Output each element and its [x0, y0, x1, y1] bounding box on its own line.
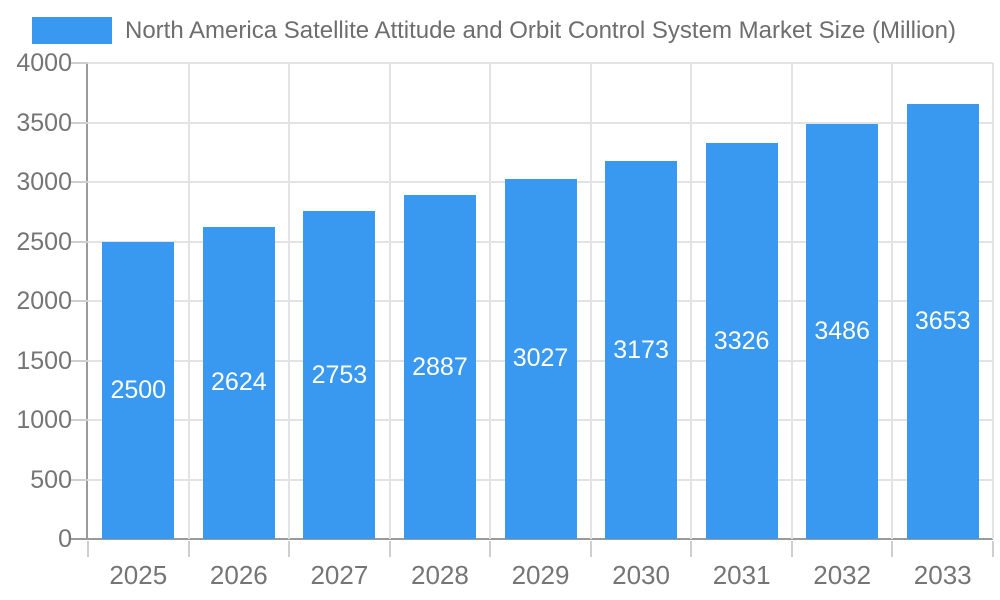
- gridline-vertical: [589, 63, 592, 539]
- bar-value-label: 3326: [713, 326, 770, 355]
- bar-2029[interactable]: 3027: [504, 178, 577, 539]
- x-axis-tick-label: 2031: [712, 560, 771, 590]
- x-axis-tick-label: 2027: [310, 560, 369, 590]
- y-axis-tick: [70, 359, 88, 362]
- x-axis-tick: [891, 541, 894, 557]
- x-axis-tick: [288, 541, 291, 557]
- gridline-vertical: [891, 63, 894, 539]
- y-axis-tick: [70, 478, 88, 481]
- bar-2032[interactable]: 3486: [806, 124, 879, 539]
- gridline-vertical: [790, 63, 793, 539]
- x-axis-tick: [690, 541, 693, 557]
- x-axis-tick-label: 2025: [109, 560, 168, 590]
- y-axis-tick: [70, 419, 88, 421]
- legend-swatch: [32, 17, 112, 44]
- y-axis-tick-label: 1000: [16, 406, 72, 434]
- gridline-vertical: [187, 63, 190, 539]
- y-axis-tick: [70, 300, 88, 302]
- bar-value-label: 3173: [613, 335, 669, 364]
- gridline-vertical: [388, 63, 391, 539]
- bar-value-label: 2887: [412, 352, 468, 381]
- x-axis-tick-label: 2030: [612, 560, 670, 590]
- bar-2031[interactable]: 3326: [705, 143, 778, 539]
- y-axis-tick: [70, 121, 88, 124]
- x-axis-line: [70, 538, 993, 540]
- y-axis-tick: [70, 62, 88, 64]
- y-axis-tick-label: 0: [58, 525, 72, 553]
- x-axis-tick: [489, 541, 492, 557]
- y-axis-tick: [70, 181, 88, 183]
- gridline-horizontal: [88, 121, 993, 124]
- legend-item[interactable]: North America Satellite Attitude and Orb…: [32, 17, 956, 44]
- y-axis-tick: [70, 240, 88, 243]
- bar-2028[interactable]: 2887: [403, 195, 476, 539]
- chart-title: North America Satellite Attitude and Orb…: [125, 17, 956, 44]
- x-axis-tick: [388, 541, 391, 557]
- bar-2030[interactable]: 3173: [605, 161, 678, 539]
- bar-value-label: 3653: [914, 307, 971, 336]
- bar-2033[interactable]: 3653: [906, 104, 979, 539]
- x-axis-tick-label: 2029: [511, 560, 570, 590]
- x-axis-tick: [187, 541, 190, 557]
- gridline-vertical: [489, 63, 492, 539]
- bar-value-label: 3486: [814, 317, 870, 346]
- y-axis-tick-label: 2000: [16, 287, 72, 315]
- x-axis-tick: [992, 541, 994, 557]
- bar-value-label: 2500: [110, 375, 167, 404]
- gridline-vertical: [690, 63, 693, 539]
- y-axis-tick-label: 4000: [16, 49, 72, 77]
- y-axis-tick-label: 1500: [16, 346, 72, 375]
- y-axis-tick-label: 3000: [16, 168, 72, 196]
- x-axis-tick-label: 2033: [913, 560, 972, 590]
- y-axis-tick-label: 3500: [16, 108, 72, 137]
- x-axis-tick: [87, 541, 89, 557]
- gridline-horizontal: [88, 62, 993, 64]
- x-axis-tick-label: 2028: [411, 560, 469, 590]
- bar-value-label: 3027: [512, 344, 569, 373]
- x-axis-tick-label: 2032: [813, 560, 872, 590]
- y-axis-tick-label: 500: [30, 465, 72, 494]
- bar-2025[interactable]: 2500: [102, 241, 175, 539]
- plot-area: 2500 2624 2753 2887 3027 3173 3326 3486 3653: [88, 62, 994, 539]
- x-axis-tick: [589, 541, 592, 557]
- bar-value-label: 2753: [311, 360, 368, 389]
- bar-2027[interactable]: 2753: [303, 211, 376, 539]
- x-axis-tick-label: 2026: [209, 560, 268, 590]
- bar-2026[interactable]: 2624: [202, 226, 275, 539]
- y-axis-tick-label: 2500: [16, 227, 72, 256]
- x-axis-tick: [790, 541, 793, 557]
- gridline-vertical: [992, 63, 994, 539]
- gridline-vertical: [288, 63, 291, 539]
- bar-value-label: 2624: [211, 368, 267, 397]
